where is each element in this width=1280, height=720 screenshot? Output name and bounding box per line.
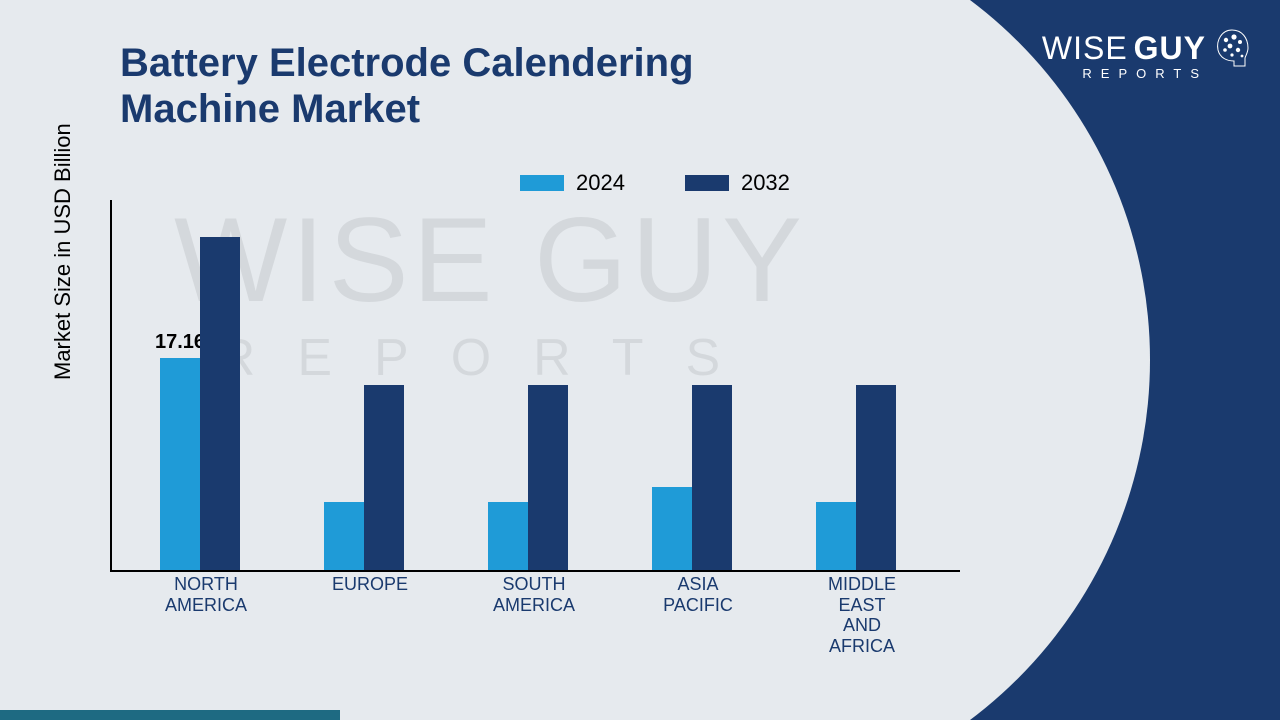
category-label-line: AMERICA (141, 595, 271, 616)
bar: 17.16 (160, 358, 200, 570)
category-label-line: AFRICA (797, 636, 927, 657)
category-label-line: NORTH (141, 574, 271, 595)
legend-label-2032: 2032 (741, 170, 790, 196)
bar (816, 502, 856, 570)
legend-swatch-2024 (520, 175, 564, 191)
category-label-line: SOUTH (469, 574, 599, 595)
bar (692, 385, 732, 570)
category-label-line: AMERICA (469, 595, 599, 616)
category-label-line: EAST (797, 595, 927, 616)
category-label-line: PACIFIC (633, 595, 763, 616)
bar (364, 385, 404, 570)
category-label: EUROPE (305, 574, 435, 595)
logo-word-reports: REPORTS (1042, 66, 1252, 81)
logo-head-icon (1212, 28, 1252, 68)
bar (488, 502, 528, 570)
category-label: ASIAPACIFIC (633, 574, 763, 615)
bar-chart: Market Size in USD Billion 2024 2032 17.… (60, 170, 960, 690)
legend-swatch-2032 (685, 175, 729, 191)
chart-plot-area: 17.16 (110, 200, 960, 570)
legend-item-2024: 2024 (520, 170, 625, 196)
category-label: MIDDLEEASTANDAFRICA (797, 574, 927, 657)
category-label-line: EUROPE (305, 574, 435, 595)
bar (200, 237, 240, 570)
category-label-line: AND (797, 615, 927, 636)
bar (324, 502, 364, 570)
x-axis-line (110, 570, 960, 572)
bar (528, 385, 568, 570)
wiseguy-logo: WISE GUY REPORTS (1042, 28, 1252, 81)
bottom-accent-stripe (0, 710, 340, 720)
bar (856, 385, 896, 570)
bar (652, 487, 692, 570)
y-axis-label: Market Size in USD Billion (50, 123, 76, 380)
chart-title: Battery Electrode Calendering Machine Ma… (120, 40, 760, 132)
category-label: NORTHAMERICA (141, 574, 271, 615)
logo-word-guy: GUY (1134, 30, 1206, 67)
category-label: SOUTHAMERICA (469, 574, 599, 615)
logo-word-wise: WISE (1042, 30, 1128, 67)
legend-label-2024: 2024 (576, 170, 625, 196)
chart-legend: 2024 2032 (520, 170, 790, 196)
legend-item-2032: 2032 (685, 170, 790, 196)
category-label-line: MIDDLE (797, 574, 927, 595)
category-label-line: ASIA (633, 574, 763, 595)
